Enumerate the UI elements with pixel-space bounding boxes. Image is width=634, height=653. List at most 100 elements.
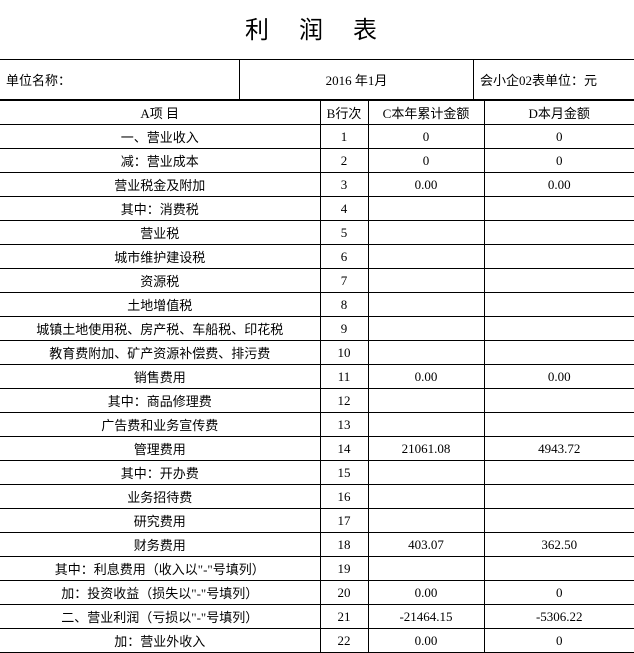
cell-month: 0 bbox=[484, 125, 634, 149]
cell-seq: 18 bbox=[320, 533, 368, 557]
cell-item: 其中：商品修理费 bbox=[0, 389, 320, 413]
cell-seq: 14 bbox=[320, 437, 368, 461]
cell-item: 一、营业收入 bbox=[0, 125, 320, 149]
cell-month bbox=[484, 557, 634, 581]
cell-seq: 8 bbox=[320, 293, 368, 317]
table-row: 其中：商品修理费12 bbox=[0, 389, 634, 413]
table-row: 研究费用17 bbox=[0, 509, 634, 533]
col-header-month: D本月金额 bbox=[484, 101, 634, 125]
cell-seq: 4 bbox=[320, 197, 368, 221]
cell-item: 城镇土地使用税、房产税、车船税、印花税 bbox=[0, 317, 320, 341]
cell-month bbox=[484, 269, 634, 293]
cell-seq: 15 bbox=[320, 461, 368, 485]
cell-seq: 21 bbox=[320, 605, 368, 629]
cell-ytd bbox=[368, 485, 484, 509]
table-row: 土地增值税8 bbox=[0, 293, 634, 317]
cell-seq: 9 bbox=[320, 317, 368, 341]
cell-month: 4943.72 bbox=[484, 437, 634, 461]
table-row: 二、营业利润（亏损以"-"号填列）21-21464.15-5306.22 bbox=[0, 605, 634, 629]
cell-ytd bbox=[368, 197, 484, 221]
table-row: 一、营业收入100 bbox=[0, 125, 634, 149]
org-label: 单位名称： bbox=[0, 60, 240, 99]
cell-ytd bbox=[368, 413, 484, 437]
col-header-item: A项 目 bbox=[0, 101, 320, 125]
cell-ytd bbox=[368, 221, 484, 245]
cell-ytd bbox=[368, 461, 484, 485]
cell-month: 0.00 bbox=[484, 365, 634, 389]
table-row: 城市维护建设税6 bbox=[0, 245, 634, 269]
table-row: 广告费和业务宣传费13 bbox=[0, 413, 634, 437]
cell-month bbox=[484, 317, 634, 341]
cell-item: 加：投资收益（损失以"-"号填列） bbox=[0, 581, 320, 605]
table-row: 其中：消费税4 bbox=[0, 197, 634, 221]
cell-month: 0 bbox=[484, 149, 634, 173]
table-row: 营业税金及附加30.000.00 bbox=[0, 173, 634, 197]
cell-ytd: -21464.15 bbox=[368, 605, 484, 629]
cell-item: 销售费用 bbox=[0, 365, 320, 389]
cell-item: 营业税 bbox=[0, 221, 320, 245]
cell-month bbox=[484, 413, 634, 437]
cell-seq: 20 bbox=[320, 581, 368, 605]
cell-month bbox=[484, 221, 634, 245]
cell-ytd: 0.00 bbox=[368, 365, 484, 389]
cell-ytd: 403.07 bbox=[368, 533, 484, 557]
cell-seq: 16 bbox=[320, 485, 368, 509]
cell-ytd bbox=[368, 245, 484, 269]
table-row: 其中：利息费用（收入以"-"号填列）19 bbox=[0, 557, 634, 581]
cell-seq: 10 bbox=[320, 341, 368, 365]
profit-table: A项 目 B行次 C本年累计金额 D本月金额 一、营业收入100减：营业成本20… bbox=[0, 100, 634, 653]
meta-row: 单位名称： 2016 年1月 会小企02表单位：元 bbox=[0, 59, 634, 100]
cell-item: 业务招待费 bbox=[0, 485, 320, 509]
cell-month: 362.50 bbox=[484, 533, 634, 557]
cell-month bbox=[484, 293, 634, 317]
cell-month: 0 bbox=[484, 581, 634, 605]
table-row: 财务费用18403.07362.50 bbox=[0, 533, 634, 557]
cell-seq: 22 bbox=[320, 629, 368, 653]
cell-seq: 3 bbox=[320, 173, 368, 197]
cell-seq: 12 bbox=[320, 389, 368, 413]
cell-seq: 19 bbox=[320, 557, 368, 581]
cell-item: 财务费用 bbox=[0, 533, 320, 557]
cell-ytd bbox=[368, 293, 484, 317]
cell-item: 教育费附加、矿产资源补偿费、排污费 bbox=[0, 341, 320, 365]
table-row: 其中：开办费15 bbox=[0, 461, 634, 485]
cell-month: 0 bbox=[484, 629, 634, 653]
cell-item: 二、营业利润（亏损以"-"号填列） bbox=[0, 605, 320, 629]
table-header-row: A项 目 B行次 C本年累计金额 D本月金额 bbox=[0, 101, 634, 125]
cell-item: 其中：消费税 bbox=[0, 197, 320, 221]
cell-ytd bbox=[368, 557, 484, 581]
cell-month bbox=[484, 389, 634, 413]
report-title: 利 润 表 bbox=[0, 0, 634, 59]
unit-label: 会小企02表单位：元 bbox=[474, 60, 634, 99]
cell-month bbox=[484, 461, 634, 485]
col-header-ytd: C本年累计金额 bbox=[368, 101, 484, 125]
cell-item: 城市维护建设税 bbox=[0, 245, 320, 269]
cell-item: 土地增值税 bbox=[0, 293, 320, 317]
cell-month bbox=[484, 509, 634, 533]
table-row: 城镇土地使用税、房产税、车船税、印花税9 bbox=[0, 317, 634, 341]
cell-month bbox=[484, 245, 634, 269]
cell-seq: 2 bbox=[320, 149, 368, 173]
cell-ytd bbox=[368, 509, 484, 533]
cell-seq: 5 bbox=[320, 221, 368, 245]
cell-item: 研究费用 bbox=[0, 509, 320, 533]
col-header-seq: B行次 bbox=[320, 101, 368, 125]
cell-month bbox=[484, 197, 634, 221]
cell-item: 广告费和业务宣传费 bbox=[0, 413, 320, 437]
cell-ytd: 0 bbox=[368, 149, 484, 173]
cell-item: 资源税 bbox=[0, 269, 320, 293]
cell-seq: 6 bbox=[320, 245, 368, 269]
table-row: 业务招待费16 bbox=[0, 485, 634, 509]
report-date: 2016 年1月 bbox=[240, 60, 474, 99]
cell-seq: 17 bbox=[320, 509, 368, 533]
cell-item: 加：营业外收入 bbox=[0, 629, 320, 653]
table-row: 减：营业成本200 bbox=[0, 149, 634, 173]
cell-month: -5306.22 bbox=[484, 605, 634, 629]
table-row: 资源税7 bbox=[0, 269, 634, 293]
cell-month bbox=[484, 485, 634, 509]
cell-ytd bbox=[368, 389, 484, 413]
cell-seq: 7 bbox=[320, 269, 368, 293]
cell-month: 0.00 bbox=[484, 173, 634, 197]
cell-seq: 13 bbox=[320, 413, 368, 437]
table-row: 营业税5 bbox=[0, 221, 634, 245]
